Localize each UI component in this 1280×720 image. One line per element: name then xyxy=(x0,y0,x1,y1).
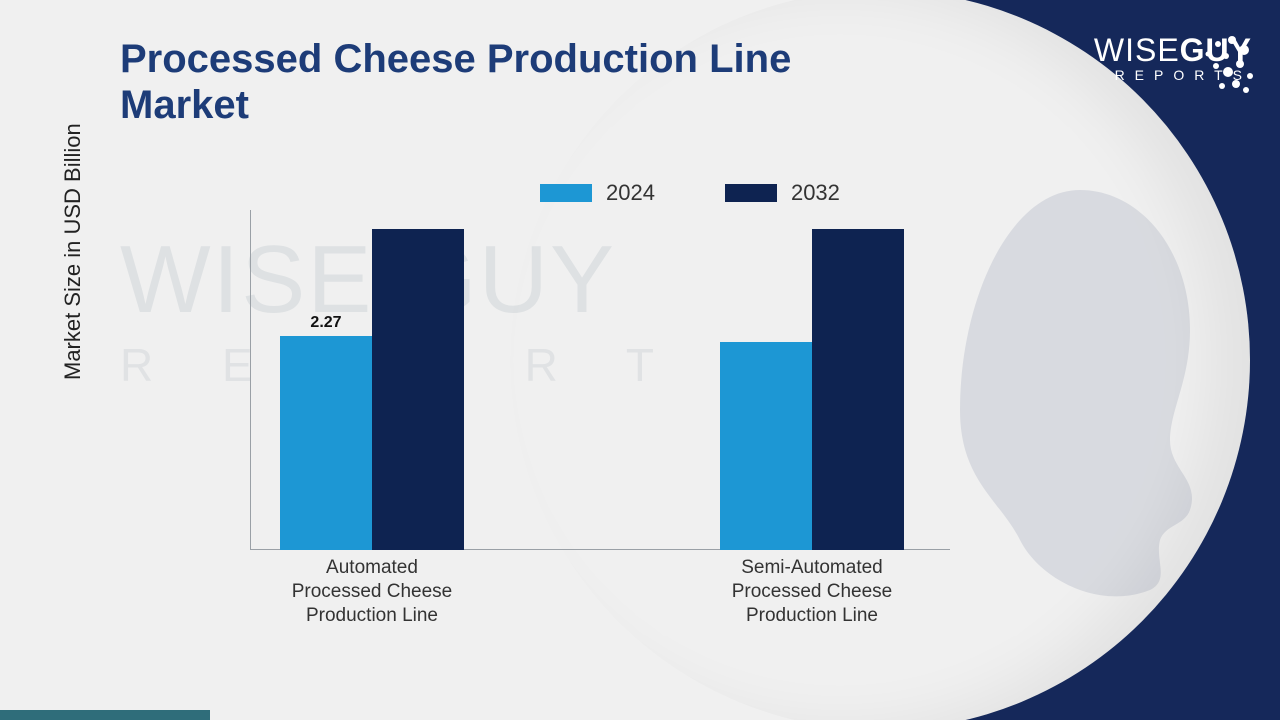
chart-title: Processed Cheese Production Line Market xyxy=(120,36,880,128)
legend: 2024 2032 xyxy=(540,180,840,206)
brand-main: WISEGUY xyxy=(1094,32,1252,69)
brand-bold: GUY xyxy=(1180,32,1252,68)
y-axis-line xyxy=(250,210,251,550)
bar xyxy=(812,229,904,550)
legend-label-2032: 2032 xyxy=(791,180,840,206)
bar xyxy=(280,336,372,550)
bottom-accent-strip xyxy=(0,710,210,720)
plot-area: 2.27Automated Processed Cheese Productio… xyxy=(250,210,950,550)
chart-area: 2.27Automated Processed Cheese Productio… xyxy=(110,210,950,590)
bar xyxy=(720,342,812,550)
brand-logo: WISEGUY REPORTS xyxy=(1094,32,1252,83)
bar xyxy=(372,229,464,550)
legend-swatch-2032 xyxy=(725,184,777,202)
legend-swatch-2024 xyxy=(540,184,592,202)
legend-label-2024: 2024 xyxy=(606,180,655,206)
category-label: Semi-Automated Processed Cheese Producti… xyxy=(712,556,912,627)
brand-sub: REPORTS xyxy=(1094,67,1252,83)
chart-canvas: WISE GUY R E P O R T S WISEGUY REPORTS P… xyxy=(0,0,1280,720)
legend-item-2032: 2032 xyxy=(725,180,840,206)
brand-light: WISE xyxy=(1094,32,1180,68)
y-axis-label: Market Size in USD Billion xyxy=(60,123,86,380)
bar-value-label: 2.27 xyxy=(286,314,366,332)
legend-item-2024: 2024 xyxy=(540,180,655,206)
category-label: Automated Processed Cheese Production Li… xyxy=(282,556,462,627)
